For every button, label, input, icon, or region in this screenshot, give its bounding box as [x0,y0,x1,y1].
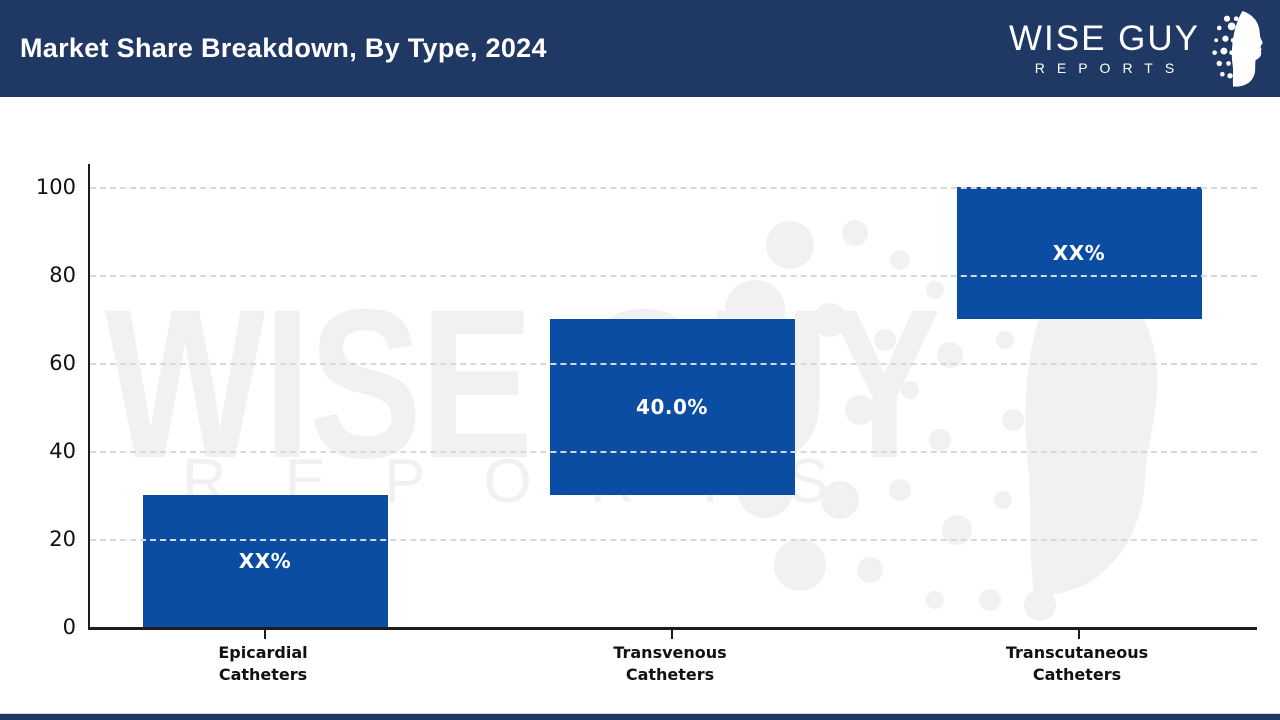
page-title: Market Share Breakdown, By Type, 2024 [20,33,547,63]
bar-segment: 40.0% [549,319,795,495]
gridline-20 [90,539,1257,541]
x-axis-tick [264,630,266,639]
bar-segment: XX% [956,187,1202,319]
y-tick-label-60: 60 [49,351,76,375]
gridline-80 [90,275,1257,277]
logo-wordmark: WISE GUY [1008,19,1200,59]
y-tick-label-100: 100 [35,175,76,199]
header-banner: Market Share Breakdown, By Type, 2024 WI… [0,0,1280,97]
x-category-label: Transcutaneous Catheters [1005,643,1149,684]
footer-bar [0,713,1280,720]
y-tick-label-80: 80 [49,263,76,287]
gridline-60 [90,363,1257,365]
y-tick-label-0: 0 [62,615,76,639]
logo-subtext: REPORTS [1034,59,1187,76]
gridline-100 [90,187,1257,189]
x-axis-tick [671,630,673,639]
logo-text: WISE GUY REPORTS [1009,20,1200,76]
x-category-label: Epicardial Catheters [218,643,308,684]
y-tick-label-40: 40 [49,439,76,463]
bar-value-label: XX% [238,549,292,573]
bar-segment: XX% [142,495,388,627]
logo-head-icon [1212,10,1263,87]
gridline-40 [90,451,1257,453]
bar-value-label: XX% [1052,241,1106,265]
plot-area: XX% 40.0% XX% [88,164,1257,639]
wiseguy-logo: WISE GUY REPORTS [1009,6,1264,90]
x-axis-tick [1078,630,1080,639]
bar-value-label: 40.0% [636,395,708,419]
x-category-label: Transvenous Catheters [613,643,727,684]
y-tick-label-20: 20 [49,527,76,551]
